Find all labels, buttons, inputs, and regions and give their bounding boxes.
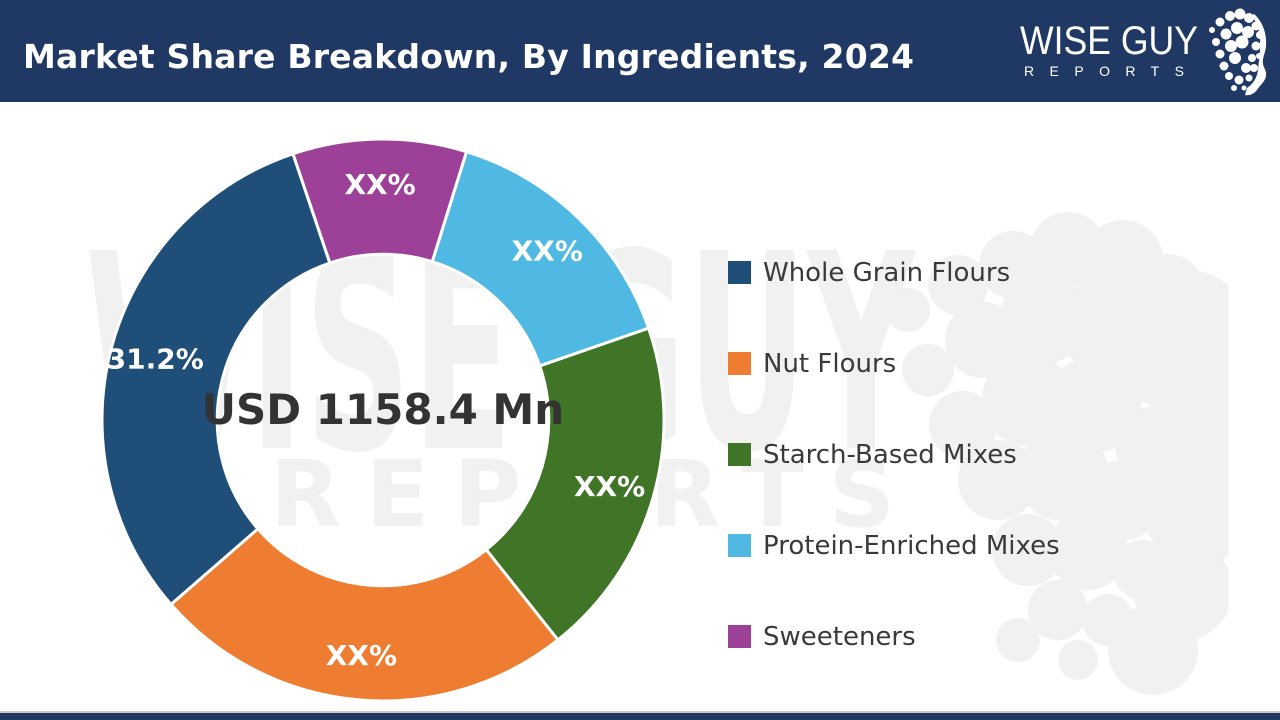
legend-swatch-whole-grain-flours (728, 261, 751, 284)
slice-labels: XX% XX% XX% XX% 31.2% (107, 168, 646, 672)
logo-face-icon (1209, 8, 1267, 96)
footer-bar (0, 711, 1280, 720)
chart-legend: Whole Grain Flours Nut Flours Starch-Based… (728, 258, 1060, 711)
chart-area: WISE GUY REPORTS XX%XX%XX%XX%31.2% USD 1… (0, 102, 1280, 711)
page-title: Market Share Breakdown, By Ingredients, … (23, 36, 915, 76)
donut-slice-whole-grain-flours (100, 152, 332, 606)
legend-label: Starch-Based Mixes (763, 439, 1017, 470)
legend-item-starch-based-mixes: Starch-Based Mixes (728, 439, 1060, 470)
legend-item-nut-flours: Nut Flours (728, 348, 1060, 379)
logo-wordmark: WISE GUY (1020, 19, 1198, 63)
legend-item-sweeteners: Sweeteners (728, 621, 1060, 652)
legend-swatch-sweeteners (728, 625, 751, 648)
wiseguy-logo: WISE GUY REPORTS (1020, 8, 1267, 96)
donut-slice-starch-based-mixes (484, 326, 666, 642)
header-bar: Market Share Breakdown, By Ingredients, … (0, 0, 1280, 102)
donut-slice-nut-flours (169, 527, 560, 703)
legend-item-whole-grain-flours: Whole Grain Flours (728, 257, 1060, 288)
watermark-face-icon (886, 212, 1228, 695)
logo-subtitle: REPORTS (1024, 63, 1184, 79)
legend-label: Whole Grain Flours (763, 257, 1011, 288)
slice-label-whole-grain-flours: 31.2% (107, 342, 204, 375)
donut-chart: XX% XX% XX% XX% 31.2% USD 1158.4 Mn (100, 137, 666, 703)
legend-label: Nut Flours (763, 348, 897, 379)
legend-swatch-starch-based-mixes (728, 443, 751, 466)
legend-swatch-nut-flours (728, 352, 751, 375)
donut-ring (100, 137, 666, 703)
legend-swatch-protein-enriched-mixes (728, 534, 751, 557)
legend-item-protein-enriched-mixes: Protein-Enriched Mixes (728, 530, 1060, 561)
slice-label-starch-based-mixes: XX% (574, 470, 645, 503)
slice-label-protein-enriched-mixes: XX% (512, 235, 583, 268)
slice-label-nut-flours: XX% (326, 639, 397, 672)
donut-center-value: USD 1158.4 Mn (202, 385, 564, 434)
legend-label: Sweeteners (763, 621, 916, 652)
legend-label: Protein-Enriched Mixes (763, 530, 1060, 561)
slice-label-sweeteners: XX% (344, 168, 415, 201)
